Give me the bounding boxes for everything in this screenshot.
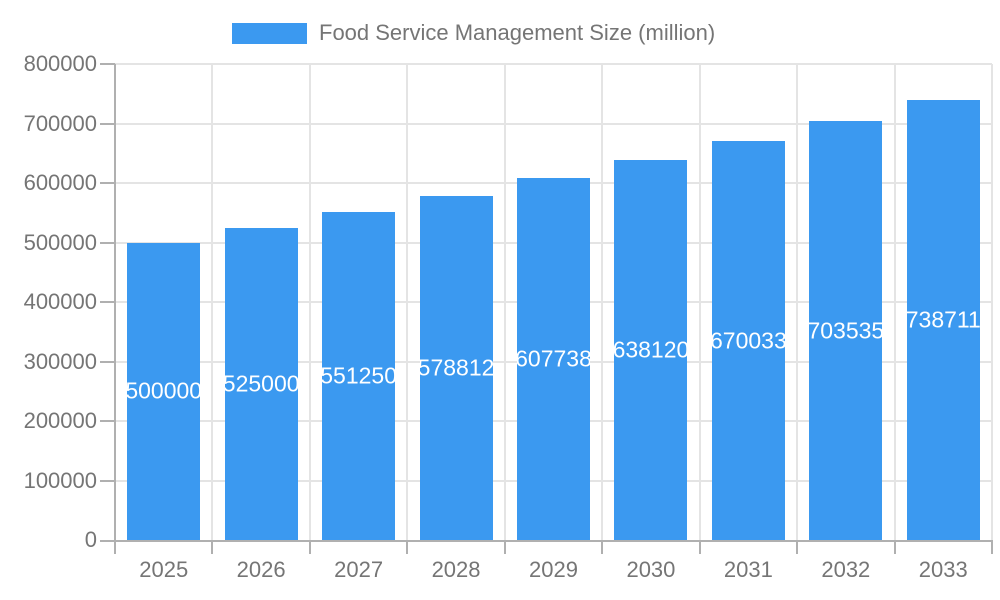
x-axis-tick: [601, 540, 604, 554]
bar-2030[interactable]: 638120: [614, 160, 688, 540]
x-gridline: [211, 64, 214, 540]
y-axis-label: 800000: [23, 51, 97, 76]
bar-2028[interactable]: 578812: [419, 195, 493, 540]
x-gridline: [406, 64, 409, 540]
x-axis-label-2030: 2030: [626, 557, 676, 582]
x-axis-line: [100, 540, 992, 542]
x-axis-tick: [893, 540, 896, 554]
x-axis-tick: [991, 540, 993, 554]
bar-2027[interactable]: 551250: [322, 212, 396, 540]
x-axis-label-2025: 2025: [139, 557, 189, 582]
bar-value-label: 551250: [322, 362, 396, 389]
x-axis-tick: [698, 540, 701, 554]
y-axis-line: [114, 64, 116, 554]
x-gridline: [503, 64, 506, 540]
x-axis-tick: [406, 540, 409, 554]
bar-value-label: 703535: [809, 317, 883, 344]
legend-label: Food Service Management Size (million): [319, 20, 716, 45]
legend[interactable]: Food Service Management Size (million): [232, 20, 715, 46]
bar-value-label: 500000: [127, 377, 201, 404]
x-axis-label-2033: 2033: [918, 557, 968, 582]
bar-2026[interactable]: 525000: [224, 227, 298, 540]
bar-value-label: 578812: [419, 354, 493, 381]
x-axis-label-2029: 2029: [529, 557, 578, 582]
y-axis-tick: [100, 301, 115, 303]
x-axis-label-2026: 2026: [236, 557, 286, 582]
bar-value-label: 738711: [906, 306, 980, 333]
bar-2031[interactable]: 670033: [711, 141, 785, 540]
y-axis-tick: [100, 360, 115, 363]
y-axis-tick: [100, 182, 115, 184]
x-axis-label-2027: 2027: [334, 557, 384, 582]
x-axis-tick: [503, 540, 506, 554]
y-axis-label: 400000: [23, 289, 97, 314]
x-gridline: [308, 64, 311, 540]
x-gridline: [991, 64, 993, 540]
x-axis-tick: [308, 540, 311, 554]
y-axis-tick: [100, 241, 115, 244]
y-axis-label: 200000: [23, 408, 97, 433]
x-gridline: [601, 64, 604, 540]
y-axis-tick: [100, 420, 115, 422]
bar-2025[interactable]: 500000: [127, 242, 201, 540]
x-axis-label-2031: 2031: [723, 557, 773, 582]
y-axis-label: 300000: [23, 348, 97, 374]
bar-value-label: 607738: [517, 345, 590, 372]
bar-value-label: 670033: [711, 327, 785, 354]
x-gridline: [698, 64, 701, 540]
bar-value-label: 525000: [224, 370, 298, 397]
y-axis-label: 600000: [23, 170, 97, 195]
bar-2029[interactable]: 607738: [517, 178, 590, 540]
y-axis-tick: [100, 122, 115, 125]
y-axis-tick: [100, 479, 115, 482]
y-axis-label: 0: [84, 527, 97, 552]
x-gridline: [796, 64, 799, 540]
x-axis-label-2028: 2028: [431, 557, 481, 582]
bar-2033[interactable]: 738711: [906, 100, 980, 540]
x-axis-label-2032: 2032: [821, 557, 871, 582]
y-axis-label: 700000: [23, 110, 97, 136]
x-axis-tick: [211, 540, 214, 554]
x-gridline: [893, 64, 896, 540]
y-axis-label: 100000: [23, 467, 97, 493]
y-axis-label: 500000: [23, 229, 97, 255]
bar-value-label: 638120: [614, 336, 688, 363]
y-axis-tick: [100, 63, 115, 65]
y-gridline: [115, 122, 992, 125]
x-axis-tick: [796, 540, 799, 554]
bar-2032[interactable]: 703535: [809, 121, 883, 540]
y-gridline: [115, 63, 992, 65]
legend-swatch: [232, 22, 307, 44]
